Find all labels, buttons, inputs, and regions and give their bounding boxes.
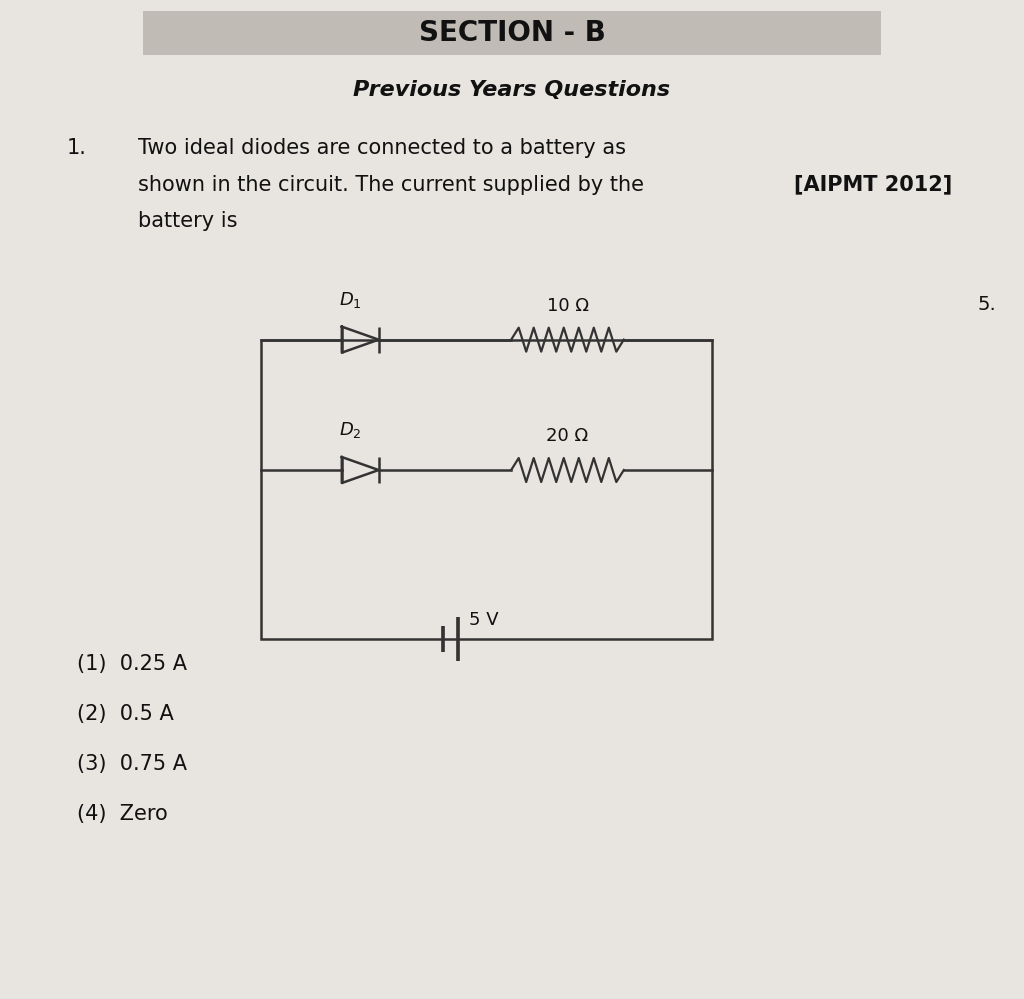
Text: SECTION - B: SECTION - B (419, 19, 605, 47)
Text: 20 Ω: 20 Ω (547, 427, 589, 446)
Text: shown in the circuit. The current supplied by the: shown in the circuit. The current suppli… (138, 175, 644, 195)
Text: (4)  Zero: (4) Zero (77, 804, 168, 824)
Text: battery is: battery is (138, 211, 238, 231)
Text: 5.: 5. (978, 295, 996, 315)
Bar (261, 340, 712, 639)
Text: 1.: 1. (67, 138, 86, 158)
Text: (1)  0.25 A: (1) 0.25 A (77, 654, 186, 674)
Text: (2)  0.5 A: (2) 0.5 A (77, 704, 173, 724)
Text: 10 Ω: 10 Ω (547, 297, 589, 315)
Text: [AIPMT 2012]: [AIPMT 2012] (794, 175, 952, 195)
Text: Two ideal diodes are connected to a battery as: Two ideal diodes are connected to a batt… (138, 138, 627, 158)
Bar (143, 11, 881, 55)
Text: Previous Years Questions: Previous Years Questions (353, 80, 671, 100)
Text: $D_2$: $D_2$ (339, 420, 361, 440)
Text: (3)  0.75 A: (3) 0.75 A (77, 754, 186, 774)
Text: 5 V: 5 V (469, 611, 499, 629)
Text: $D_1$: $D_1$ (339, 290, 361, 310)
